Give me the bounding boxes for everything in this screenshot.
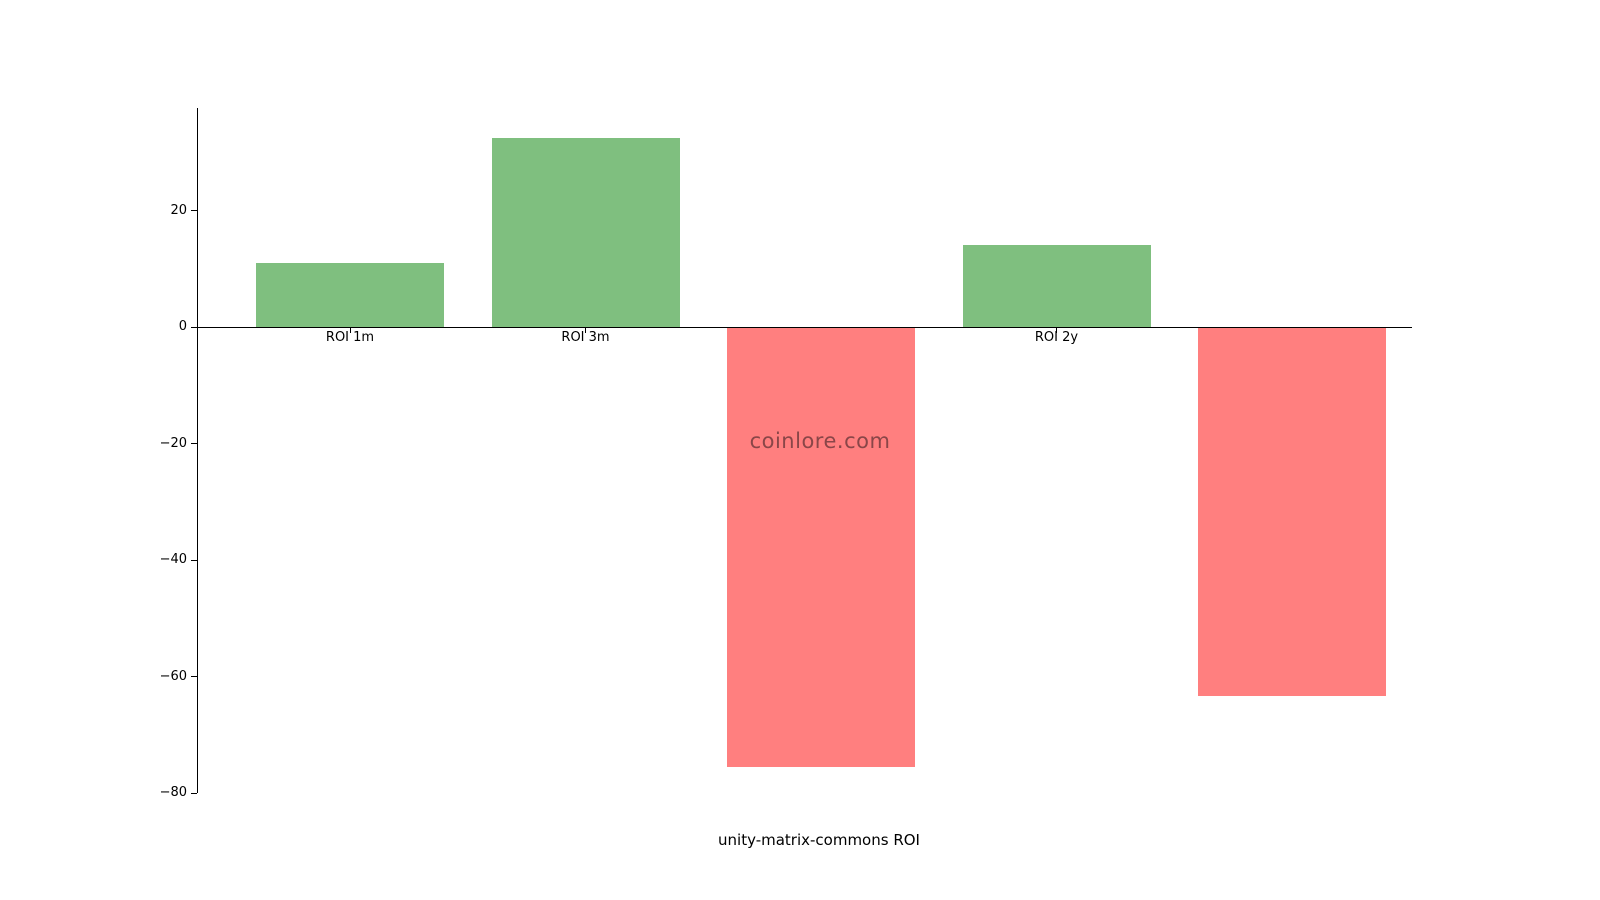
y-axis-tick-label: 20: [170, 202, 187, 218]
x-axis-tick-label: ROI 3m: [561, 330, 610, 345]
y-axis-tick: [191, 326, 197, 328]
y-axis-tick: [191, 676, 197, 677]
watermark: coinlore.com: [749, 429, 891, 453]
positive-roi-bar: [256, 262, 444, 327]
y-axis-tick: [191, 443, 197, 444]
y-axis-tick: [191, 210, 197, 211]
y-axis-tick: [191, 559, 197, 561]
y-axis-tick-label: −20: [159, 435, 187, 451]
y-axis-tick-label: −40: [159, 552, 187, 567]
x-axis-tick-label: ROI 1m: [325, 330, 375, 345]
positive-roi-bar: [491, 138, 680, 327]
y-axis-tick: [191, 792, 197, 794]
negative-roi-bar: [1198, 327, 1386, 696]
y-axis-spine: [197, 108, 198, 793]
negative-roi-bar: [727, 327, 915, 767]
positive-roi-bar: [962, 245, 1151, 327]
y-axis-tick-label: −80: [159, 785, 187, 800]
x-axis-tick: [1056, 327, 1057, 333]
x-axis-tick: [585, 327, 586, 333]
x-axis-tick: [349, 327, 351, 333]
y-axis-tick-label: 0: [178, 319, 187, 334]
chart-title: unity-matrix-commons ROI: [718, 831, 920, 849]
y-axis-tick-label: −60: [159, 668, 187, 684]
x-axis-tick-label: ROI 2y: [1034, 330, 1079, 345]
x-axis-zero-line: [197, 326, 1412, 328]
